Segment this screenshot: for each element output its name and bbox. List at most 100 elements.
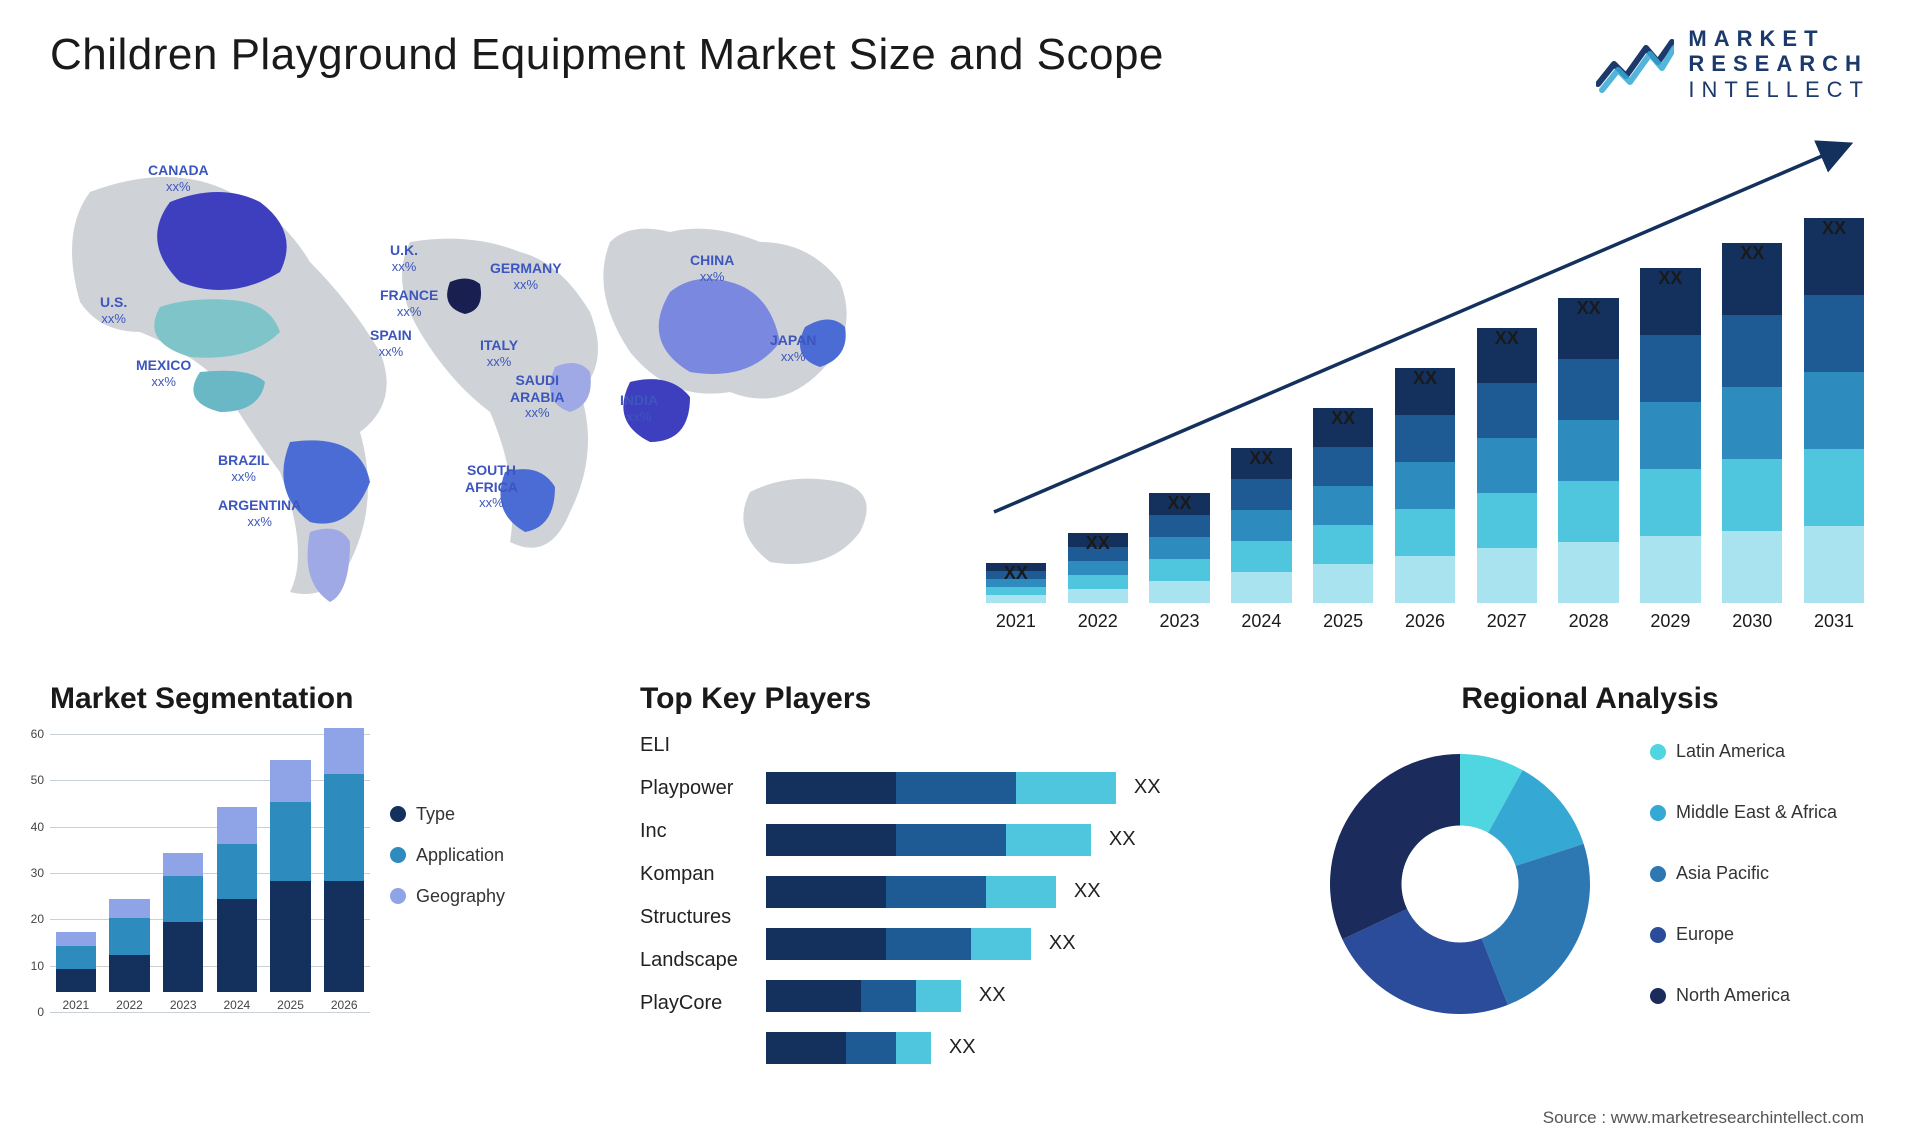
main-bar-value-label: XX: [980, 563, 1052, 584]
logo-line-1: MARKET: [1688, 26, 1870, 51]
key-player-bar-row: XX: [766, 772, 1280, 804]
seg-bar-column: 2023: [161, 853, 205, 1012]
main-bar-column: XX 2026: [1389, 368, 1461, 632]
logo-icon: [1596, 34, 1674, 94]
main-bar-value-label: XX: [1062, 533, 1134, 554]
key-player-label: Kompan: [640, 863, 738, 886]
main-bar-column: XX2031: [1798, 218, 1870, 632]
main-bar-year-label: 2028: [1569, 611, 1609, 632]
key-player-label: ELI: [640, 734, 738, 757]
seg-year-label: 2024: [224, 998, 251, 1012]
map-label: CHINAxx%: [690, 252, 734, 284]
seg-legend-item: Type: [390, 804, 505, 825]
key-players-title: Top Key Players: [640, 682, 1280, 716]
seg-bar-column: 2025: [269, 760, 313, 1012]
seg-y-tick: 10: [31, 959, 50, 973]
seg-y-tick: 0: [37, 1005, 50, 1019]
map-label: U.S.xx%: [100, 294, 127, 326]
seg-year-label: 2022: [116, 998, 143, 1012]
map-label: ARGENTINAxx%: [218, 497, 301, 529]
main-bar-value-label: XX: [1635, 268, 1707, 289]
key-player-label: Structures: [640, 906, 738, 929]
main-bar-year-label: 2023: [1160, 611, 1200, 632]
main-bar-year-label: 2024: [1241, 611, 1281, 632]
seg-year-label: 2025: [277, 998, 304, 1012]
seg-y-tick: 50: [31, 773, 50, 787]
key-player-bar-row: XX: [766, 824, 1280, 856]
map-label: BRAZILxx%: [218, 452, 269, 484]
map-label: CANADAxx%: [148, 162, 209, 194]
main-bar-value-label: XX: [1716, 243, 1788, 264]
segmentation-chart: 0102030405060202120222023202420252026: [50, 734, 370, 1034]
main-bar-year-label: 2021: [996, 611, 1036, 632]
main-bar-value-label: XX: [1553, 298, 1625, 319]
seg-bar-column: 2022: [108, 899, 152, 1012]
donut-slice: [1330, 754, 1460, 939]
logo-line-2: RESEARCH: [1688, 51, 1870, 76]
main-bar-value-label: XX: [1144, 493, 1216, 514]
seg-y-tick: 60: [31, 727, 50, 741]
main-bar-column: XX 2022: [1062, 533, 1134, 632]
seg-year-label: 2026: [331, 998, 358, 1012]
segmentation-title: Market Segmentation: [50, 682, 610, 716]
key-player-value: XX: [1049, 932, 1076, 955]
key-player-bar-row: XX: [766, 928, 1280, 960]
key-player-label: Playpower: [640, 777, 738, 800]
key-players-chart: XX XX XX XX XX XX: [766, 734, 1280, 1064]
main-bar-year-label: 2022: [1078, 611, 1118, 632]
main-bar-value-label: XX: [1307, 408, 1379, 429]
main-bar-year-label: 2029: [1650, 611, 1690, 632]
seg-bar-column: 2026: [322, 728, 366, 1012]
regional-legend-item: Asia Pacific: [1650, 863, 1837, 884]
regional-legend-item: Middle East & Africa: [1650, 802, 1837, 823]
main-bar-column: XX 2030: [1716, 243, 1788, 632]
main-bar-value-label: XX: [1389, 368, 1461, 389]
key-player-label: Inc: [640, 820, 738, 843]
key-player-value: XX: [949, 1036, 976, 1059]
main-bar-chart: XX2021XX2022XX2023XX2024XX2025XX2026XX20…: [980, 132, 1870, 652]
seg-legend-item: Geography: [390, 886, 505, 907]
regional-legend-item: North America: [1650, 985, 1837, 1006]
map-label: SAUDIARABIAxx%: [510, 372, 564, 421]
key-player-bar-row: XX: [766, 876, 1280, 908]
regional-panel: Regional Analysis Latin America Middle Ea…: [1310, 682, 1870, 1122]
key-player-label: PlayCore: [640, 992, 738, 1015]
seg-year-label: 2023: [170, 998, 197, 1012]
segmentation-panel: Market Segmentation 01020304050602021202…: [50, 682, 610, 1122]
seg-y-tick: 40: [31, 820, 50, 834]
key-player-bar-row: XX: [766, 1032, 1280, 1064]
main-bar-value-label: XX: [1798, 218, 1870, 239]
seg-bar-column: 2021: [54, 932, 98, 1012]
key-player-value: XX: [979, 984, 1006, 1007]
main-bar-year-label: 2030: [1732, 611, 1772, 632]
map-label: INDIAxx%: [620, 392, 658, 424]
page-title: Children Playground Equipment Market Siz…: [50, 30, 1164, 80]
regional-title: Regional Analysis: [1310, 682, 1870, 716]
seg-y-tick: 20: [31, 912, 50, 926]
key-player-value: XX: [1109, 828, 1136, 851]
main-bar-year-label: 2025: [1323, 611, 1363, 632]
main-bar-column: XX 2028: [1553, 298, 1625, 632]
main-bar-column: XX 2023: [1144, 493, 1216, 632]
regional-legend-item: Latin America: [1650, 741, 1837, 762]
main-bar-year-label: 2026: [1405, 611, 1445, 632]
segmentation-legend: TypeApplicationGeography: [390, 804, 505, 927]
seg-year-label: 2021: [62, 998, 89, 1012]
main-bar-value-label: XX: [1471, 328, 1543, 349]
logo-line-3: INTELLECT: [1688, 77, 1870, 102]
main-bar-column: XX2024: [1225, 448, 1297, 632]
source-label: Source : www.marketresearchintellect.com: [1543, 1108, 1864, 1128]
map-label: U.K.xx%: [390, 242, 418, 274]
map-label: ITALYxx%: [480, 337, 518, 369]
map-label: MEXICOxx%: [136, 357, 191, 389]
main-bar-column: XX 2025: [1307, 408, 1379, 632]
map-label: SOUTHAFRICAxx%: [465, 462, 518, 511]
seg-y-tick: 30: [31, 866, 50, 880]
regional-donut-chart: [1310, 734, 1610, 1034]
brand-logo: MARKET RESEARCH INTELLECT: [1596, 26, 1870, 102]
key-player-value: XX: [1074, 880, 1101, 903]
regional-legend: Latin America Middle East & Africa Asia Pa…: [1650, 741, 1837, 1026]
map-label: GERMANYxx%: [490, 260, 562, 292]
main-bar-column: XX 2029: [1635, 268, 1707, 632]
key-player-bar-row: XX: [766, 980, 1280, 1012]
